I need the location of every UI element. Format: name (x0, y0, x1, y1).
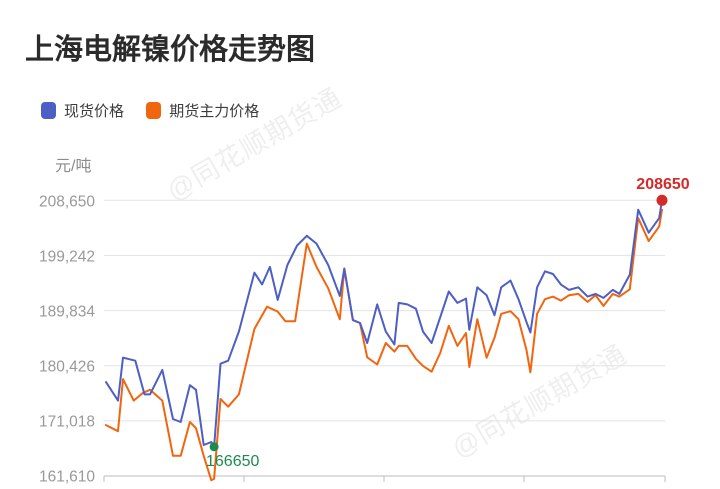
svg-text:171,018: 171,018 (39, 414, 95, 431)
svg-text:180,426: 180,426 (39, 359, 95, 376)
svg-text:189,834: 189,834 (39, 304, 95, 321)
svg-text:199,242: 199,242 (39, 249, 95, 266)
svg-text:161,610: 161,610 (39, 469, 95, 486)
svg-text:208650: 208650 (636, 176, 689, 193)
svg-text:208,650: 208,650 (39, 194, 95, 211)
svg-text:166650: 166650 (206, 453, 259, 470)
